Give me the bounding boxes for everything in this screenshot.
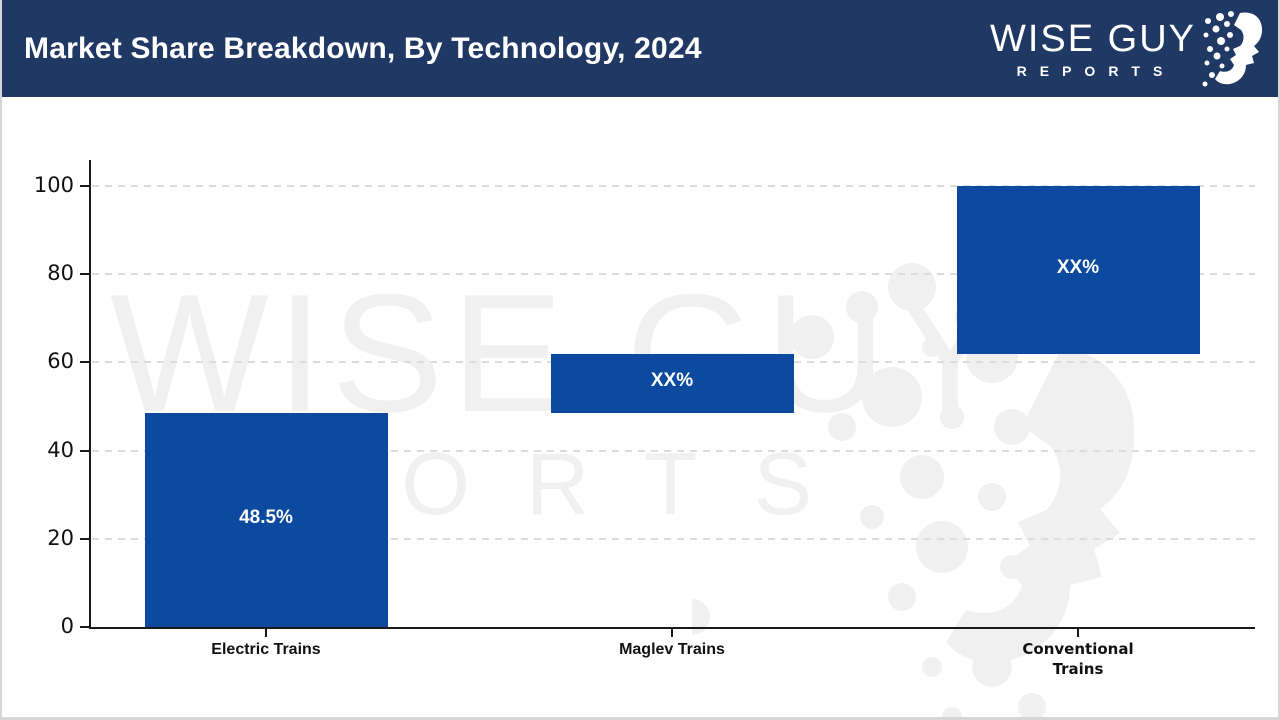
x-axis-tick xyxy=(671,629,673,637)
y-axis-tick xyxy=(80,626,89,628)
y-axis-line xyxy=(89,160,91,629)
y-tick-label: 80 xyxy=(47,261,74,286)
logo-wordmark-line1: WISE GUY xyxy=(989,17,1196,60)
x-axis-tick xyxy=(1077,629,1079,637)
bar-value-label: XX% xyxy=(650,370,694,392)
y-tick-label: 20 xyxy=(47,525,74,550)
y-axis-tick xyxy=(80,273,89,276)
bar-segment xyxy=(144,413,388,627)
bar-segment xyxy=(956,186,1200,354)
logo-wordmark: WISE GUY REPORTS xyxy=(990,20,1196,78)
y-axis-tick xyxy=(80,537,89,540)
x-tick-label: Electric Trains xyxy=(211,641,321,658)
y-axis-tick xyxy=(80,361,89,364)
y-axis-tick xyxy=(80,185,89,187)
chart-area: WISE GUY EPORTS 02040608010048.5%Electri… xyxy=(2,97,1278,717)
logo-wordmark-line2: REPORTS xyxy=(1016,62,1176,79)
gridline xyxy=(92,185,1255,187)
x-tick-label: Conventional Trains xyxy=(1022,640,1134,678)
y-tick-label: 0 xyxy=(60,614,74,638)
gridline xyxy=(92,537,1255,540)
y-tick-label: 100 xyxy=(33,173,74,197)
logo-face-icon xyxy=(1202,10,1263,86)
x-axis-tick xyxy=(265,629,267,637)
x-axis-line xyxy=(89,627,1255,629)
y-tick-label: 60 xyxy=(47,349,74,374)
y-axis-tick xyxy=(80,449,89,452)
y-tick-label: 40 xyxy=(47,437,74,462)
brand-logo: WISE GUY REPORTS xyxy=(990,9,1264,89)
bar-value-label: 48.5% xyxy=(239,507,293,529)
plot: 0 20 40 60 80 100 48.5% Electric Trains XX% Magle… xyxy=(2,97,1278,717)
bar-segment xyxy=(550,353,794,414)
bar-value-label: XX% xyxy=(1056,256,1100,278)
page-title: Market Share Breakdown, By Technology, 2… xyxy=(24,31,702,65)
x-tick-label: Maglev Trains xyxy=(619,641,725,658)
gridline xyxy=(92,273,1255,276)
header-bar: Market Share Breakdown, By Technology, 2… xyxy=(2,0,1278,97)
gridline xyxy=(92,449,1255,452)
